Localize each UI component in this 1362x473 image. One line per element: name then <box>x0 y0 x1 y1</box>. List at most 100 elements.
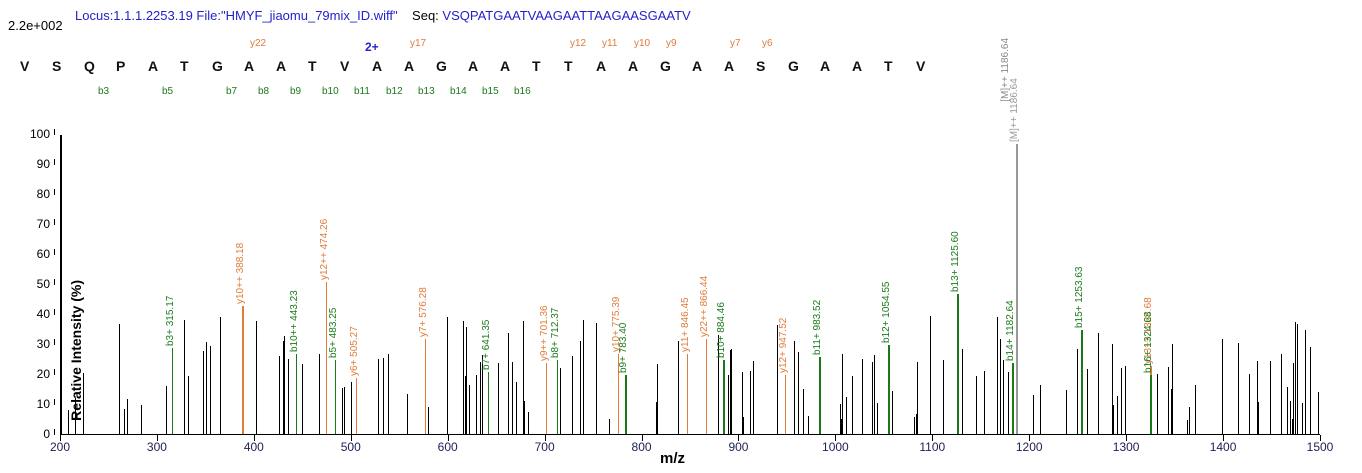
background-peak <box>1222 339 1223 435</box>
labeled-peak-b[interactable] <box>557 360 559 435</box>
labeled-peak-b[interactable] <box>888 345 890 435</box>
residue-letter: Q <box>84 58 95 74</box>
background-peak <box>516 382 517 435</box>
y-ion-label: y11 <box>602 38 617 49</box>
background-peak <box>794 341 795 435</box>
residue-letter: G <box>212 58 223 74</box>
background-peak <box>872 362 873 435</box>
residue-letter: A <box>500 58 510 74</box>
residue-letter: G <box>788 58 799 74</box>
background-peak <box>463 321 464 435</box>
residue-letter: A <box>276 58 286 74</box>
y-tick-label: 50 <box>20 277 50 291</box>
y-tick-label: 90 <box>20 157 50 171</box>
residue-letter: S <box>52 58 61 74</box>
y-tick-label: 70 <box>20 217 50 231</box>
background-peak <box>862 359 863 435</box>
labeled-peak-b[interactable] <box>723 360 725 435</box>
labeled-peak-y[interactable] <box>326 282 328 435</box>
labeled-peak-y[interactable] <box>425 339 427 435</box>
y-tick-mark <box>54 339 55 345</box>
b-ion-label: b7 <box>226 86 237 97</box>
background-peak <box>742 372 743 435</box>
background-peak <box>877 403 878 435</box>
peak-annotation-label: y7+ 576.28 <box>418 287 429 337</box>
background-peak <box>378 359 379 435</box>
labeled-peak-b[interactable] <box>1081 330 1083 435</box>
peak-annotation-label: b11+ 983.52 <box>812 300 823 355</box>
residue-letter: A <box>692 58 702 74</box>
background-peak <box>1305 330 1306 435</box>
x-tick-mark <box>835 435 836 441</box>
y-tick-label: 30 <box>20 337 50 351</box>
labeled-peak-y[interactable] <box>356 378 358 435</box>
x-tick-label: 1300 <box>1113 440 1140 454</box>
x-tick-label: 1400 <box>1210 440 1237 454</box>
background-peak <box>388 354 389 435</box>
peak-annotation-label: b14+ 1182.64 <box>1005 300 1016 361</box>
background-peak <box>580 341 581 435</box>
residue-letter: T <box>884 58 893 74</box>
x-tick-mark <box>448 435 449 441</box>
labeled-peak-b[interactable] <box>1150 375 1152 435</box>
residue-letter: T <box>532 58 541 74</box>
labeled-peak-b[interactable] <box>488 372 490 435</box>
labeled-peak-y[interactable] <box>785 375 787 435</box>
background-peak <box>1287 387 1288 435</box>
x-tick-label: 500 <box>341 440 361 454</box>
peak-annotation-label: b8+ 712.37 <box>550 308 561 358</box>
y-tick-mark <box>54 429 55 435</box>
y-tick-label: 0 <box>20 427 50 441</box>
background-peak <box>83 373 84 435</box>
labeled-peak-b[interactable] <box>819 357 821 435</box>
residue-letter: A <box>148 58 158 74</box>
background-peak <box>1003 360 1004 435</box>
peak-annotation-label: y11+ 846.45 <box>680 297 691 352</box>
background-peak <box>1270 361 1271 435</box>
peak-annotation-label: b10++ 443.23 <box>289 290 300 352</box>
background-peak <box>469 385 470 435</box>
labeled-peak-y[interactable] <box>706 339 708 435</box>
background-peak <box>512 362 513 435</box>
precursor-charge-label: 2+ <box>365 40 379 54</box>
labeled-peak-y[interactable] <box>242 306 244 435</box>
background-peak <box>75 398 76 435</box>
y-tick-mark <box>54 159 55 165</box>
b-ion-label: b13 <box>418 86 435 97</box>
labeled-peak-b[interactable] <box>1012 363 1014 435</box>
labeled-peak-y[interactable] <box>687 354 689 435</box>
labeled-peak-y[interactable] <box>546 363 548 435</box>
background-peak <box>351 382 352 435</box>
labeled-peak-b[interactable] <box>172 348 174 435</box>
y-ion-label: y22 <box>250 38 266 49</box>
peak-annotation-label: b16+ 1324.68 <box>1143 312 1154 373</box>
labeled-peak-b[interactable] <box>335 360 337 435</box>
background-peak <box>874 355 875 435</box>
labeled-peak-mh[interactable] <box>1016 144 1018 435</box>
background-peak <box>846 397 847 435</box>
x-tick-mark <box>1126 435 1127 441</box>
labeled-peak-b[interactable] <box>296 354 298 435</box>
background-peak <box>319 354 320 435</box>
peak-annotation-label: b7+ 641.35 <box>481 320 492 370</box>
y-tick-label: 10 <box>20 397 50 411</box>
peak-annotation-label: b9+ 783.40 <box>618 323 629 373</box>
b-ion-label: b12 <box>386 86 403 97</box>
peak-annotation-label: b5+ 483.25 <box>328 308 339 358</box>
background-peak <box>743 417 744 435</box>
locus-file-text: Locus:1.1.1.2253.19 File:"HMYF_jiaomu_79… <box>75 8 398 23</box>
background-peak <box>184 320 185 435</box>
y-tick-label: 60 <box>20 247 50 261</box>
labeled-peak-b[interactable] <box>625 375 627 435</box>
residue-letter: V <box>20 58 29 74</box>
x-tick-label: 700 <box>535 440 555 454</box>
labeled-peak-b[interactable] <box>957 294 959 435</box>
background-peak <box>798 352 799 435</box>
background-peak <box>572 356 573 435</box>
x-tick-mark <box>545 435 546 441</box>
x-tick-mark <box>642 435 643 441</box>
background-peak <box>288 359 289 435</box>
b-ion-label: b15 <box>482 86 499 97</box>
x-tick-label: 800 <box>632 440 652 454</box>
background-peak <box>984 371 985 435</box>
